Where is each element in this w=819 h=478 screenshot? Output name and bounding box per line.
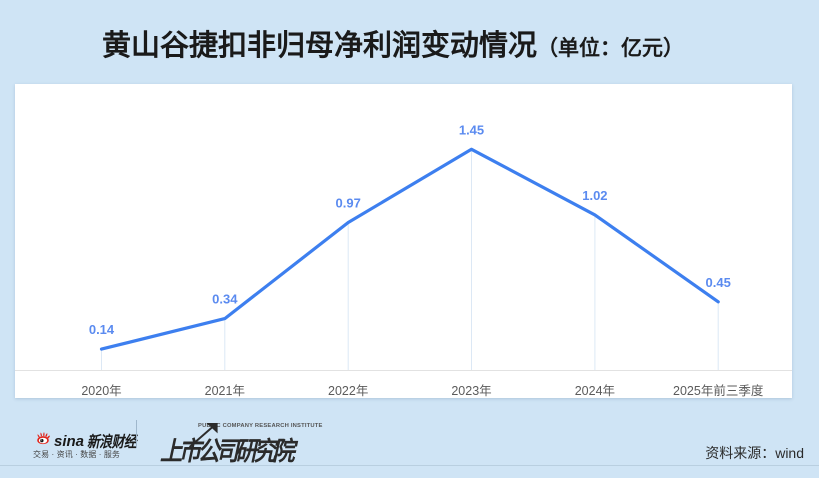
svg-text:0.34: 0.34 <box>212 292 238 307</box>
svg-text:1.02: 1.02 <box>582 188 607 203</box>
svg-text:0.14: 0.14 <box>89 322 115 337</box>
svg-text:0.45: 0.45 <box>706 275 731 290</box>
svg-text:0.97: 0.97 <box>336 196 361 211</box>
svg-text:1.45: 1.45 <box>459 122 484 137</box>
